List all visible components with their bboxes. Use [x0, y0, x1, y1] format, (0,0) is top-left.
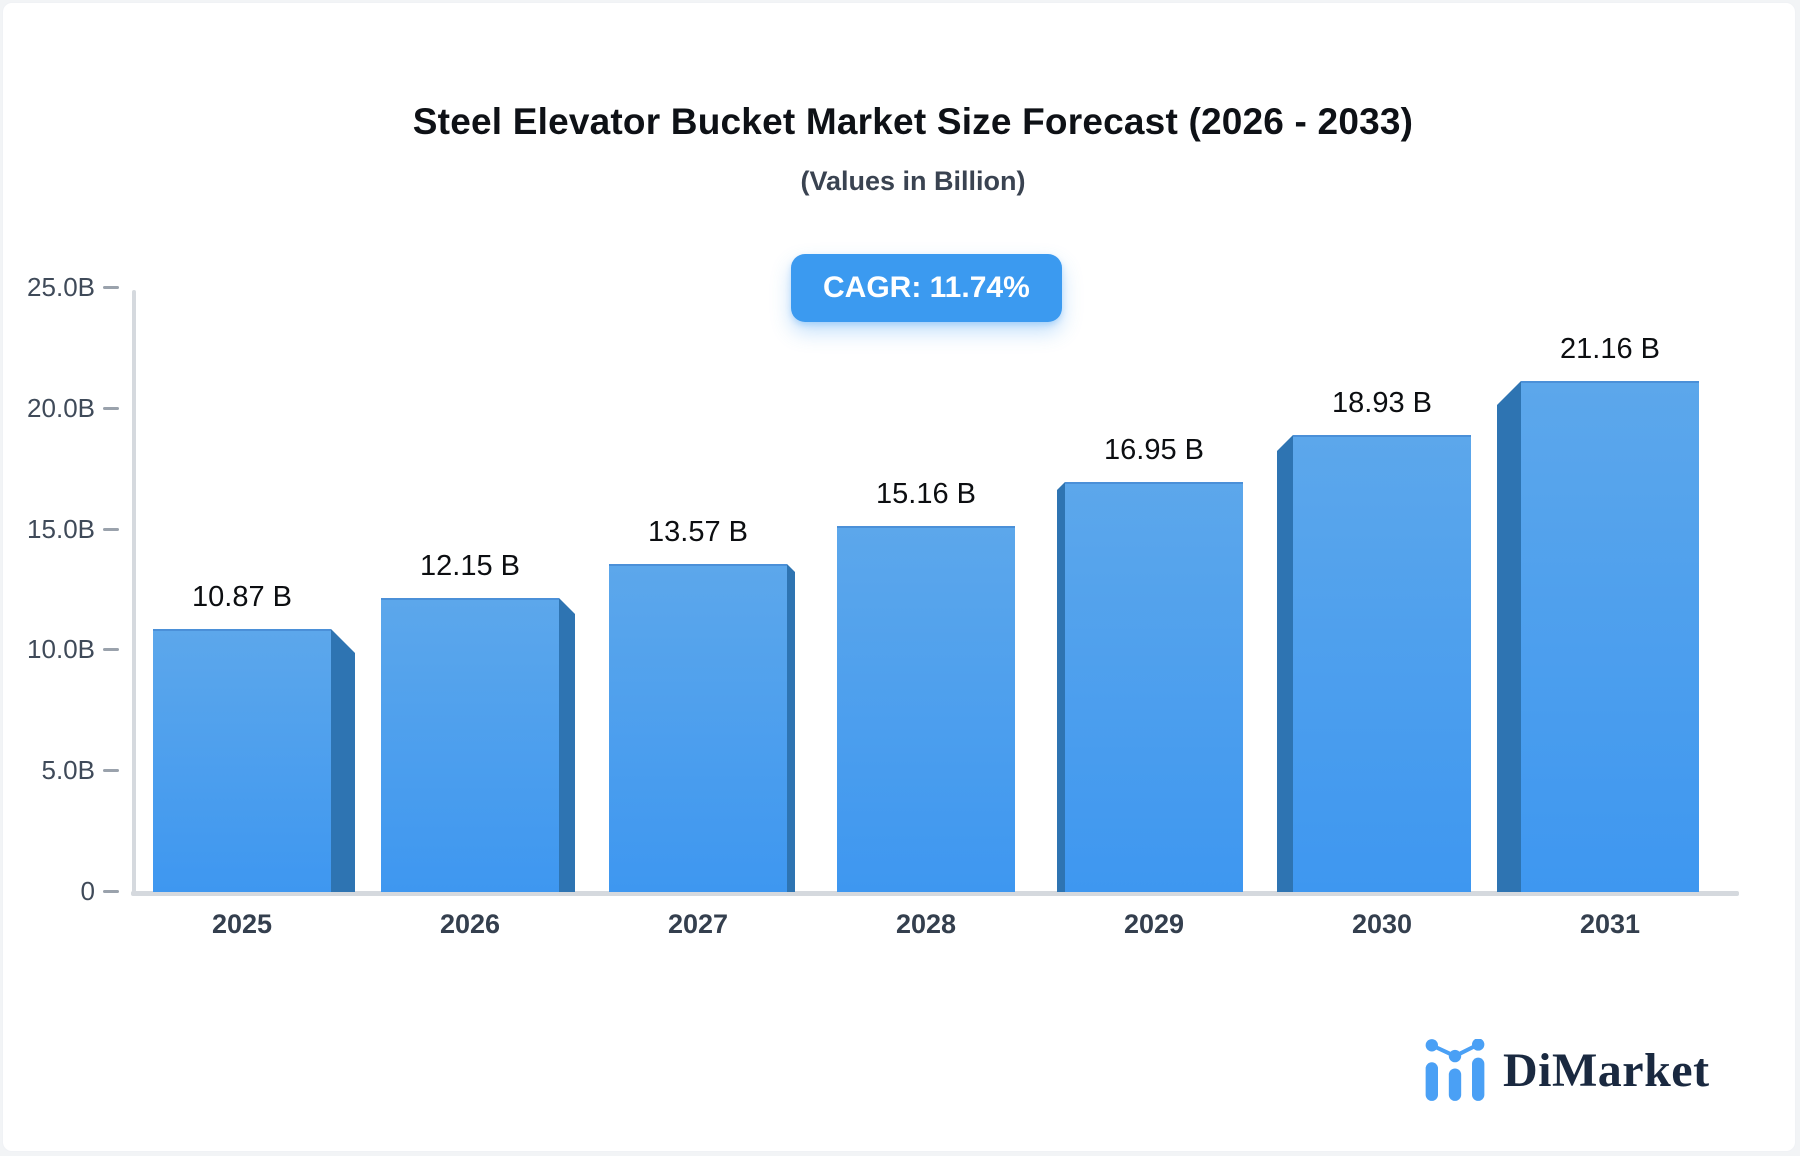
bar-value-label-2029: 16.95 B [1104, 434, 1204, 466]
brand-logo: DiMarket [1421, 1039, 1710, 1101]
bar-side-2030 [1277, 435, 1293, 892]
y-axis-tick-label: 20.0B [27, 393, 95, 423]
bar-side-2025 [331, 629, 355, 892]
x-axis-tick-label-2028: 2028 [895, 909, 957, 939]
chart-title: Steel Elevator Bucket Market Size Foreca… [412, 101, 1414, 142]
x-axis-tick-label-2026: 2026 [439, 909, 501, 939]
x-axis-tick-label-2029: 2029 [1123, 909, 1185, 939]
bar-side-2031 [1497, 381, 1521, 892]
y-tick-dash [103, 890, 119, 893]
x-axis-line [131, 891, 1739, 896]
brand-logo-icon [1425, 1039, 1485, 1101]
x-axis-tick-label-2025: 2025 [211, 909, 273, 939]
bar-chart: 25.0B 20.0B 15.0B 10.0B 5.0B 0 10.87 B 2025 12.1… [3, 3, 1795, 1151]
y-tick-dash [103, 407, 119, 410]
x-axis-tick-label-2031: 2031 [1579, 909, 1641, 939]
brand-logo-text: DiMarket [1503, 1043, 1710, 1097]
bar-2025 [153, 629, 331, 892]
bar-side-2027 [787, 564, 795, 892]
y-axis-tick-label: 25.0B [27, 272, 95, 302]
bar-value-label-2026: 12.15 B [420, 550, 520, 582]
bar-value-label-2025: 10.87 B [192, 581, 292, 613]
y-tick-dash [103, 528, 119, 531]
bar-2027 [609, 564, 787, 892]
bar-side-2026 [559, 598, 575, 892]
x-axis-tick-label-2027: 2027 [667, 909, 729, 939]
bar-value-label-2030: 18.93 B [1332, 387, 1432, 419]
bar-2026 [381, 598, 559, 892]
y-tick-dash [103, 286, 119, 289]
bar-2028 [837, 526, 1015, 892]
y-axis-tick-label: 10.0B [27, 634, 95, 664]
x-axis-tick-label-2030: 2030 [1351, 909, 1413, 939]
chart-subtitle: (Values in Billion) [800, 166, 1026, 196]
bar-value-label-2027: 13.57 B [648, 516, 748, 548]
y-axis-tick-label: 5.0B [41, 755, 96, 785]
bar-side-2029 [1057, 482, 1065, 892]
y-tick-dash [103, 648, 119, 651]
y-axis-line [132, 290, 136, 894]
y-tick-dash [103, 769, 119, 772]
y-axis-tick-label: 15.0B [27, 514, 95, 544]
bar-value-label-2028: 15.16 B [876, 478, 976, 510]
bar-2031 [1521, 381, 1699, 892]
bar-2030 [1293, 435, 1471, 892]
bar-2029 [1065, 482, 1243, 892]
bar-value-label-2031: 21.16 B [1560, 333, 1660, 365]
cagr-badge: CAGR: 11.74% [791, 254, 1062, 322]
y-axis-tick-label: 0 [80, 876, 95, 906]
